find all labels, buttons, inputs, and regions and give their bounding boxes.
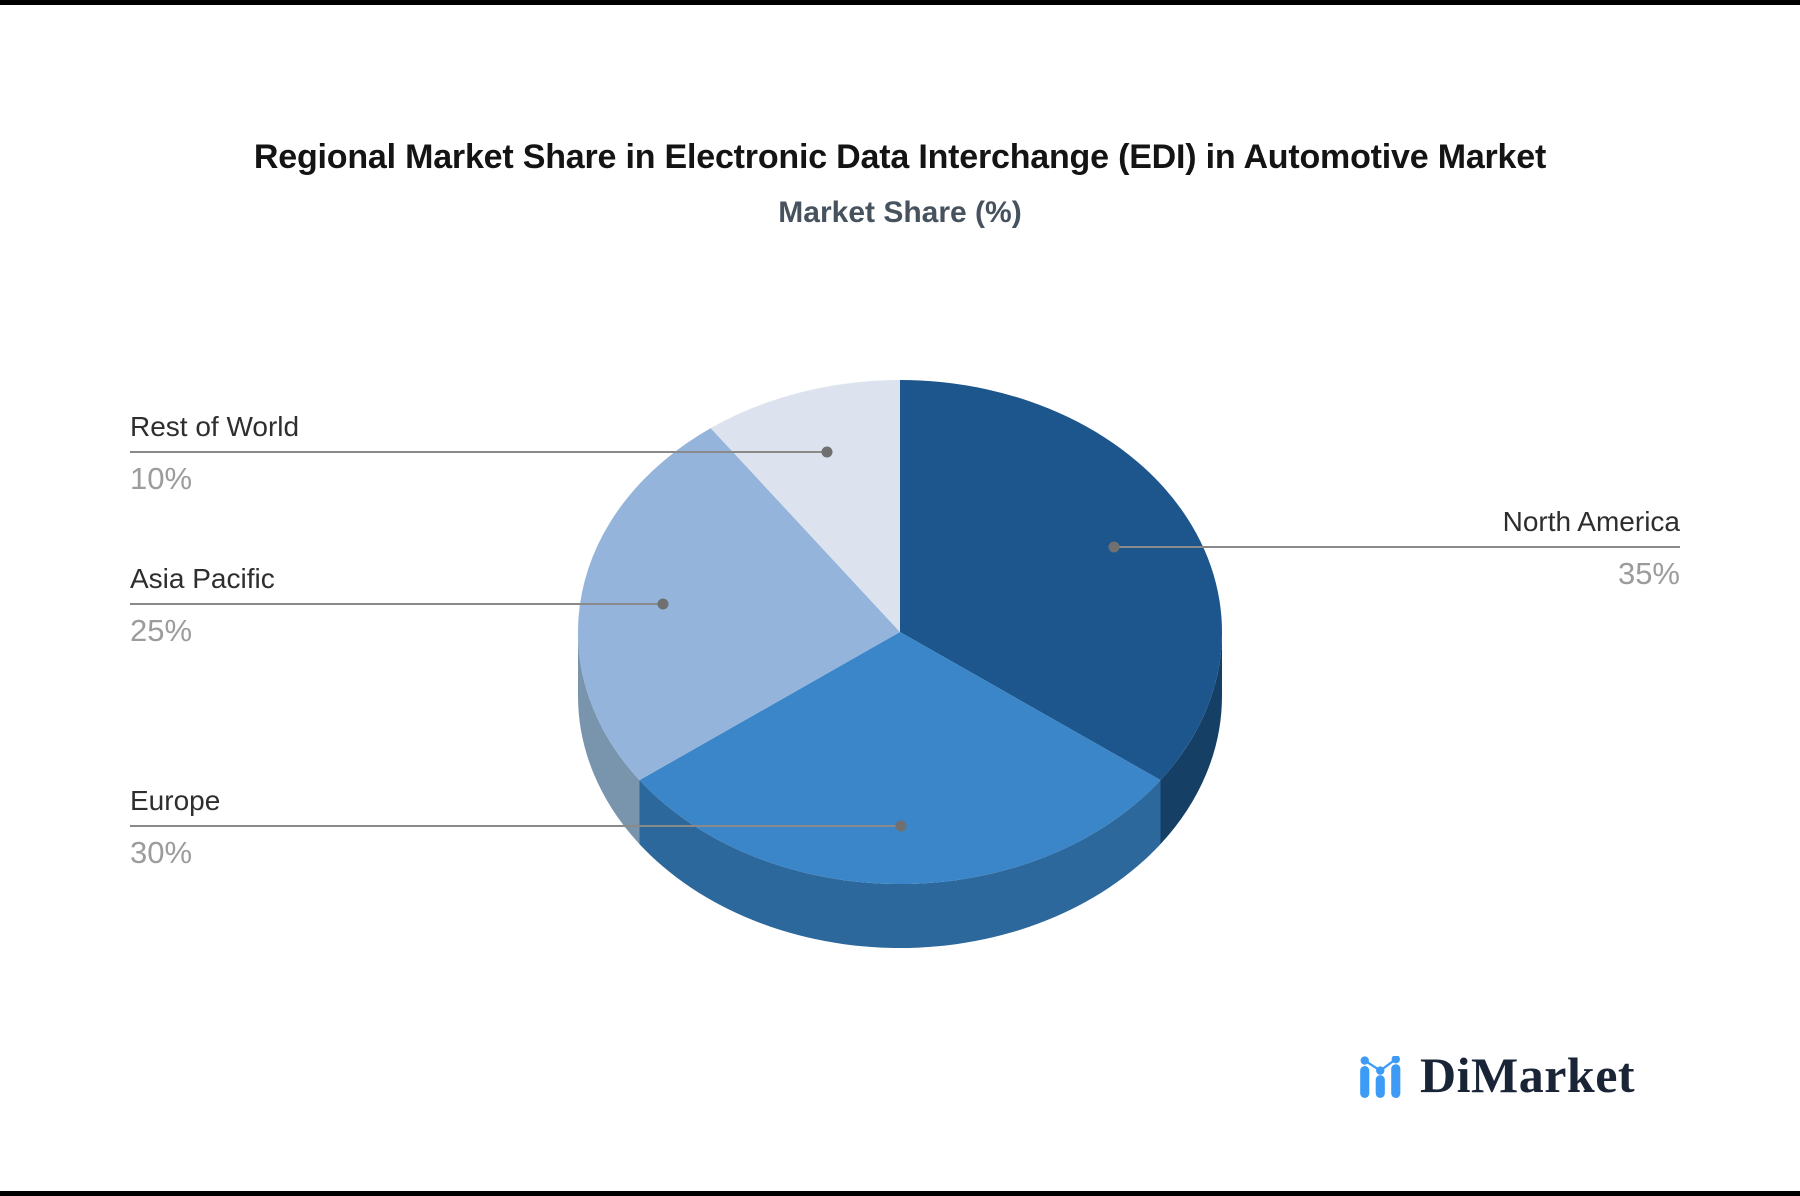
slice-percent-rest-of-world: 10%	[130, 461, 193, 496]
slice-label-europe: Europe	[130, 785, 221, 816]
brand-name: DiMarket	[1420, 1047, 1636, 1103]
chart-subtitle: Market Share (%)	[778, 196, 1022, 229]
pie-slice-side-europe	[639, 780, 1161, 948]
pie-slice-europe[interactable]	[639, 632, 1161, 885]
leader-dot-asia-pacific	[657, 598, 669, 610]
pie-slice-rest-of-world[interactable]	[710, 380, 900, 632]
slice-percent-north-america: 35%	[1617, 556, 1680, 591]
bottom-border-bar	[0, 1191, 1800, 1196]
leader-dot-europe	[895, 820, 907, 832]
chart-title: Regional Market Share in Electronic Data…	[253, 138, 1547, 176]
bar-line-chart-icon	[1360, 1056, 1401, 1098]
slice-percent-asia-pacific: 25%	[130, 613, 193, 648]
slice-label-asia-pacific: Asia Pacific	[130, 563, 275, 594]
brand-logo: DiMarket	[1360, 1040, 1680, 1110]
slice-label-rest-of-world: Rest of World	[130, 411, 300, 442]
slice-label-north-america: North America	[1502, 506, 1680, 537]
slice-percent-europe: 30%	[130, 835, 193, 870]
pie-slice-side-north-america	[1160, 632, 1222, 845]
pie-slice-side-asia-pacific	[578, 632, 640, 845]
leader-dot-north-america	[1108, 541, 1120, 553]
pie-slice-asia-pacific[interactable]	[578, 428, 900, 781]
leader-dot-rest-of-world	[821, 446, 833, 458]
pie-slice-north-america[interactable]	[900, 380, 1222, 781]
top-border-bar	[0, 0, 1800, 5]
